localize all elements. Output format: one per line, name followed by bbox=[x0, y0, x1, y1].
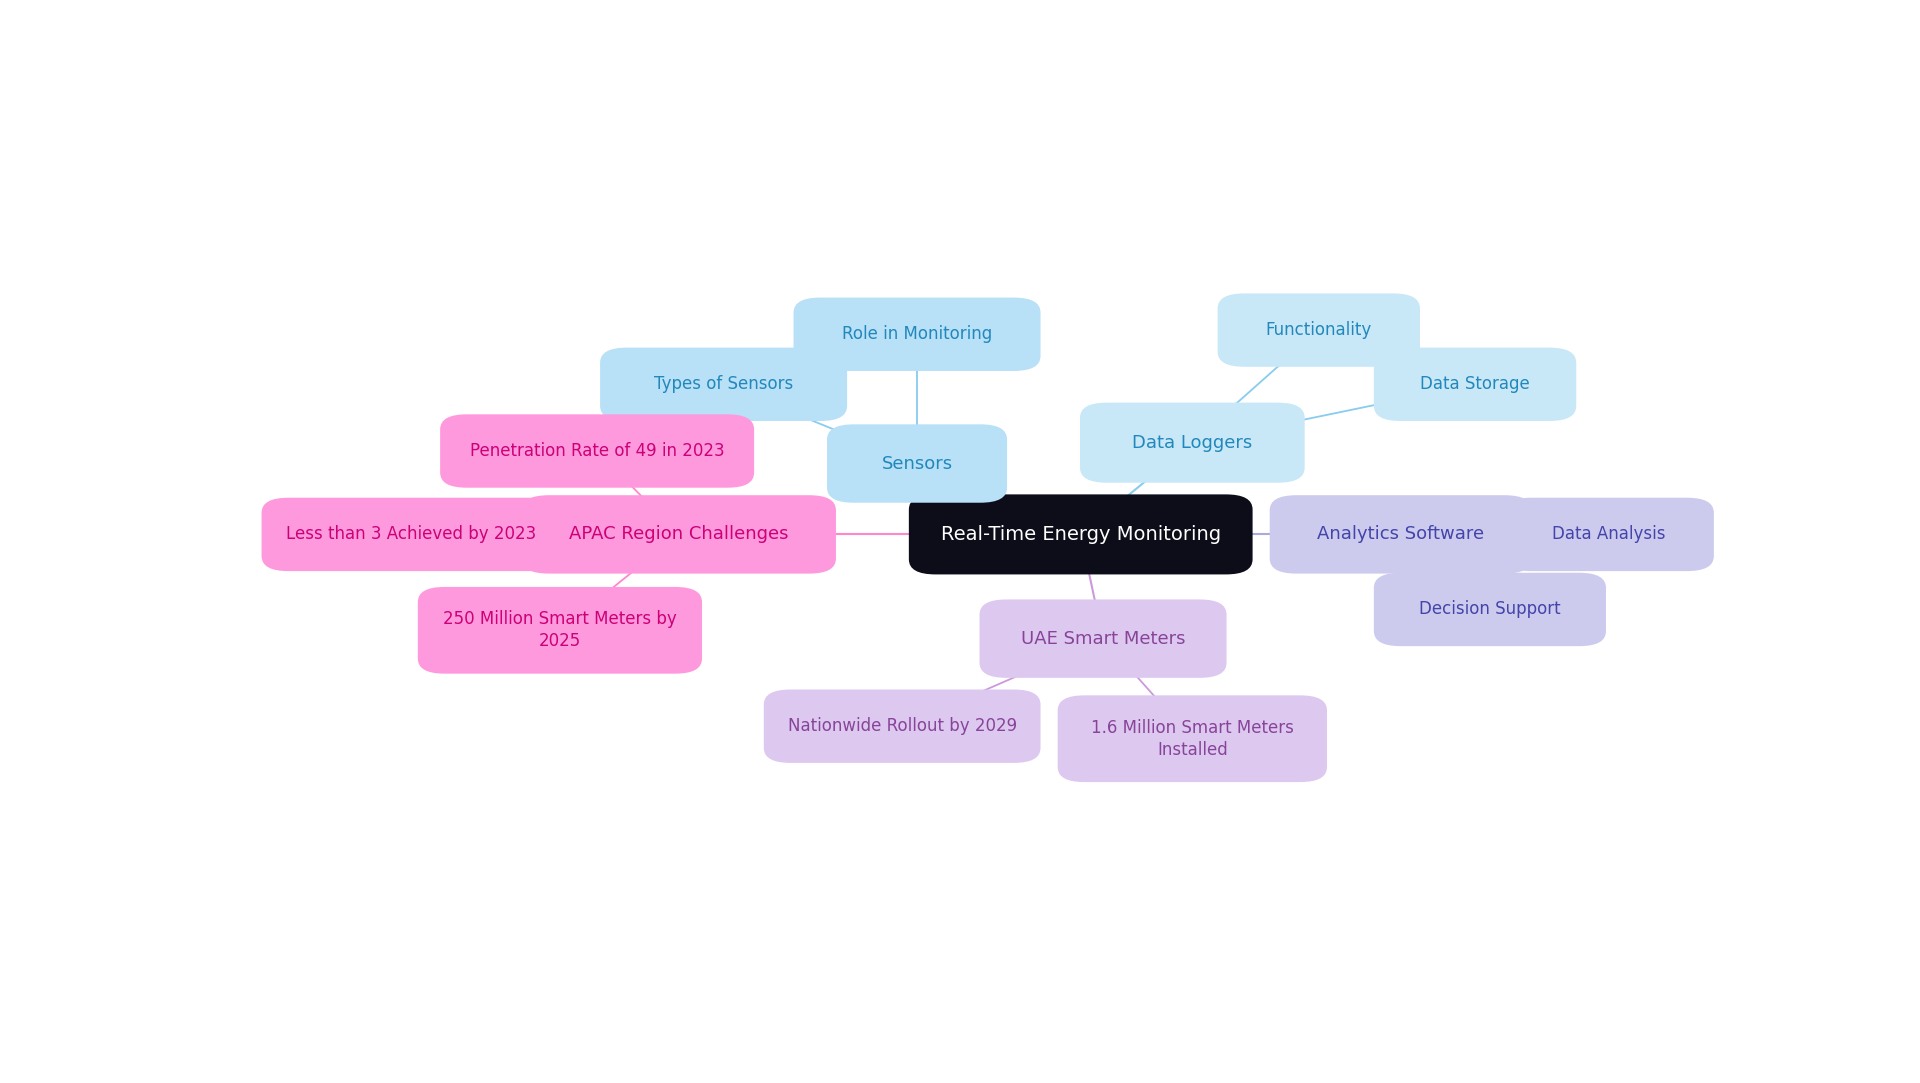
FancyBboxPatch shape bbox=[979, 600, 1227, 678]
Text: Data Storage: Data Storage bbox=[1421, 376, 1530, 393]
FancyBboxPatch shape bbox=[793, 298, 1041, 371]
FancyBboxPatch shape bbox=[1269, 495, 1532, 574]
FancyBboxPatch shape bbox=[261, 498, 561, 571]
Text: Analytics Software: Analytics Software bbox=[1317, 525, 1484, 544]
FancyBboxPatch shape bbox=[828, 425, 1008, 503]
FancyBboxPatch shape bbox=[1375, 348, 1576, 421]
Text: 1.6 Million Smart Meters
Installed: 1.6 Million Smart Meters Installed bbox=[1091, 719, 1294, 759]
Text: Data Loggers: Data Loggers bbox=[1133, 433, 1252, 452]
FancyBboxPatch shape bbox=[1058, 695, 1327, 782]
Text: Types of Sensors: Types of Sensors bbox=[655, 376, 793, 393]
FancyBboxPatch shape bbox=[440, 415, 755, 487]
Text: Data Analysis: Data Analysis bbox=[1551, 525, 1667, 544]
Text: UAE Smart Meters: UAE Smart Meters bbox=[1021, 629, 1185, 648]
Text: Functionality: Functionality bbox=[1265, 321, 1373, 339]
Text: Role in Monitoring: Role in Monitoring bbox=[841, 325, 993, 343]
FancyBboxPatch shape bbox=[764, 690, 1041, 762]
Text: Sensors: Sensors bbox=[881, 455, 952, 472]
FancyBboxPatch shape bbox=[522, 495, 835, 574]
Text: Decision Support: Decision Support bbox=[1419, 600, 1561, 618]
FancyBboxPatch shape bbox=[601, 348, 847, 421]
FancyBboxPatch shape bbox=[1375, 573, 1605, 647]
FancyBboxPatch shape bbox=[1217, 293, 1421, 367]
FancyBboxPatch shape bbox=[1503, 498, 1715, 571]
Text: Penetration Rate of 49 in 2023: Penetration Rate of 49 in 2023 bbox=[470, 442, 724, 460]
Text: Less than 3 Achieved by 2023: Less than 3 Achieved by 2023 bbox=[286, 525, 536, 544]
Text: APAC Region Challenges: APAC Region Challenges bbox=[568, 525, 789, 544]
Text: 250 Million Smart Meters by
2025: 250 Million Smart Meters by 2025 bbox=[444, 610, 676, 651]
Text: Nationwide Rollout by 2029: Nationwide Rollout by 2029 bbox=[787, 717, 1018, 735]
FancyBboxPatch shape bbox=[419, 587, 703, 674]
FancyBboxPatch shape bbox=[1079, 403, 1306, 483]
FancyBboxPatch shape bbox=[908, 494, 1252, 574]
Text: Real-Time Energy Monitoring: Real-Time Energy Monitoring bbox=[941, 525, 1221, 544]
